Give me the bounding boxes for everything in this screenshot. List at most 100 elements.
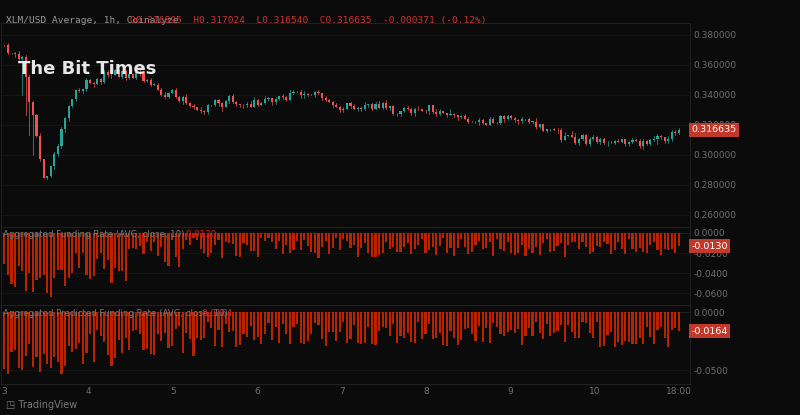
Bar	[367, 104, 370, 105]
Bar	[206, 233, 209, 257]
Bar	[78, 233, 80, 269]
Bar	[271, 98, 273, 102]
Bar	[403, 312, 405, 337]
Bar	[199, 110, 202, 111]
Bar	[54, 154, 55, 166]
Bar	[396, 233, 398, 252]
Bar	[606, 312, 609, 334]
Bar	[531, 312, 534, 336]
Bar	[135, 312, 138, 330]
Bar	[438, 111, 441, 114]
Bar	[289, 312, 291, 344]
Bar	[46, 312, 48, 364]
Bar	[578, 312, 580, 338]
Bar	[14, 233, 16, 287]
Bar	[606, 233, 609, 244]
Bar	[371, 312, 373, 344]
Bar	[100, 312, 102, 336]
Bar	[303, 93, 306, 95]
Bar	[282, 96, 284, 97]
Bar	[560, 233, 562, 243]
Bar	[225, 101, 226, 107]
Bar	[631, 139, 634, 142]
Bar	[335, 312, 338, 341]
Bar	[531, 233, 534, 253]
Bar	[232, 312, 234, 331]
Bar	[403, 108, 405, 111]
Bar	[457, 233, 458, 248]
Bar	[278, 312, 280, 343]
Bar	[546, 129, 548, 132]
Bar	[496, 233, 498, 239]
Bar	[421, 110, 423, 111]
Bar	[631, 312, 634, 344]
Bar	[603, 139, 605, 144]
Bar	[663, 137, 666, 141]
Bar	[328, 233, 330, 254]
Bar	[139, 312, 141, 334]
Text: -0.0130: -0.0130	[691, 242, 728, 251]
Bar	[32, 102, 34, 115]
Bar	[574, 312, 577, 338]
Bar	[418, 233, 419, 245]
Bar	[371, 233, 373, 257]
Bar	[250, 312, 252, 326]
Bar	[21, 57, 23, 59]
Bar	[657, 233, 658, 250]
Bar	[678, 130, 680, 133]
Bar	[42, 233, 45, 276]
Bar	[299, 312, 302, 343]
Bar	[25, 233, 27, 291]
Bar	[514, 312, 516, 333]
Bar	[367, 233, 370, 254]
Bar	[478, 233, 480, 241]
Bar	[471, 312, 473, 334]
Text: -0.0130: -0.0130	[183, 230, 217, 239]
Bar	[653, 139, 655, 141]
Bar	[160, 90, 162, 95]
Bar	[414, 109, 416, 113]
Bar	[139, 233, 141, 246]
Bar	[406, 312, 409, 333]
Bar	[678, 312, 680, 331]
Bar	[89, 80, 91, 83]
Bar	[428, 312, 430, 324]
Bar	[96, 79, 98, 84]
Bar	[67, 106, 70, 118]
Bar	[114, 312, 116, 358]
Bar	[199, 312, 202, 340]
Bar	[61, 233, 62, 270]
Bar	[157, 85, 159, 90]
Bar	[610, 312, 612, 332]
Bar	[7, 312, 9, 374]
Bar	[453, 114, 455, 115]
Bar	[453, 233, 455, 256]
Bar	[667, 139, 670, 141]
Bar	[82, 312, 84, 364]
Bar	[663, 233, 666, 249]
Bar	[142, 233, 145, 254]
Bar	[96, 233, 98, 259]
Bar	[3, 312, 6, 369]
Bar	[642, 141, 644, 146]
Bar	[210, 233, 213, 253]
Bar	[210, 312, 213, 328]
Bar	[160, 312, 162, 342]
Bar	[431, 312, 434, 339]
Bar	[228, 96, 230, 101]
Bar	[385, 103, 387, 108]
Bar	[350, 233, 352, 248]
Bar	[550, 312, 551, 336]
Bar	[132, 233, 134, 248]
Bar	[306, 312, 309, 341]
Bar	[296, 312, 298, 325]
Bar	[503, 312, 505, 336]
Bar	[392, 106, 394, 114]
Text: Aggregated Predicted Funding Rate (AVG, close, 10): Aggregated Predicted Funding Rate (AVG, …	[3, 308, 233, 317]
Bar	[367, 312, 370, 327]
Text: 0.316635: 0.316635	[691, 125, 737, 134]
Bar	[74, 312, 77, 349]
Bar	[182, 312, 184, 353]
Bar	[599, 233, 602, 247]
Bar	[178, 233, 180, 267]
